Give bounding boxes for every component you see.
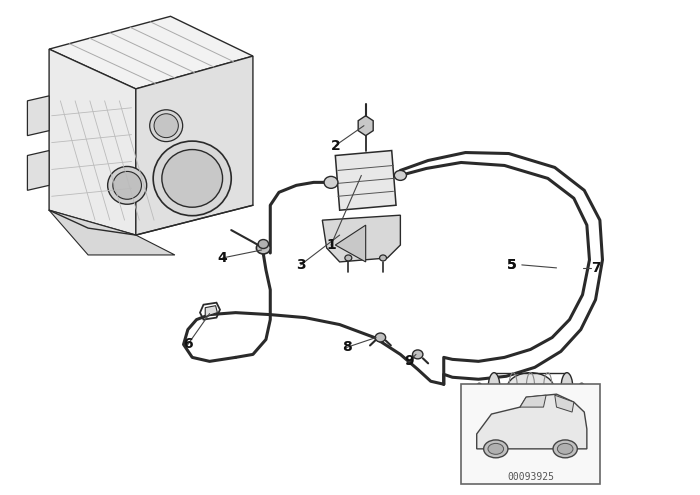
Ellipse shape — [488, 373, 500, 406]
Ellipse shape — [394, 170, 407, 180]
Text: 1: 1 — [326, 238, 336, 252]
Text: 9: 9 — [404, 354, 414, 368]
Text: 7: 7 — [591, 261, 601, 275]
Polygon shape — [49, 210, 175, 255]
Polygon shape — [136, 56, 253, 235]
Polygon shape — [205, 306, 218, 317]
Text: 00093925: 00093925 — [507, 472, 554, 482]
Polygon shape — [335, 225, 365, 262]
Ellipse shape — [162, 149, 223, 207]
Polygon shape — [27, 150, 49, 190]
Polygon shape — [49, 16, 253, 89]
Polygon shape — [49, 49, 136, 235]
Text: 7: 7 — [699, 261, 700, 275]
Text: 8: 8 — [342, 341, 351, 354]
Ellipse shape — [553, 440, 578, 458]
Ellipse shape — [113, 171, 141, 199]
Ellipse shape — [557, 444, 573, 454]
Ellipse shape — [412, 350, 423, 359]
Polygon shape — [335, 150, 396, 210]
Text: 5: 5 — [507, 258, 517, 272]
Polygon shape — [322, 215, 400, 262]
Ellipse shape — [153, 141, 231, 216]
Ellipse shape — [375, 333, 386, 342]
Text: 2: 2 — [330, 139, 340, 152]
Ellipse shape — [484, 440, 508, 458]
Ellipse shape — [258, 240, 269, 248]
Polygon shape — [477, 394, 587, 449]
Text: 3: 3 — [296, 258, 305, 272]
Polygon shape — [555, 395, 574, 412]
Text: 4: 4 — [218, 251, 228, 265]
Ellipse shape — [476, 383, 483, 395]
Ellipse shape — [379, 255, 386, 261]
Text: 5: 5 — [507, 258, 517, 272]
Ellipse shape — [561, 373, 573, 406]
Ellipse shape — [256, 242, 270, 254]
Text: 6: 6 — [183, 338, 192, 351]
Polygon shape — [520, 395, 546, 407]
Ellipse shape — [345, 255, 352, 261]
Ellipse shape — [507, 373, 554, 406]
Ellipse shape — [108, 166, 147, 204]
Ellipse shape — [324, 176, 338, 188]
Ellipse shape — [488, 444, 503, 454]
Ellipse shape — [154, 114, 178, 138]
Bar — [461, 384, 600, 484]
Polygon shape — [27, 96, 49, 136]
Ellipse shape — [578, 383, 585, 395]
Ellipse shape — [150, 110, 183, 142]
